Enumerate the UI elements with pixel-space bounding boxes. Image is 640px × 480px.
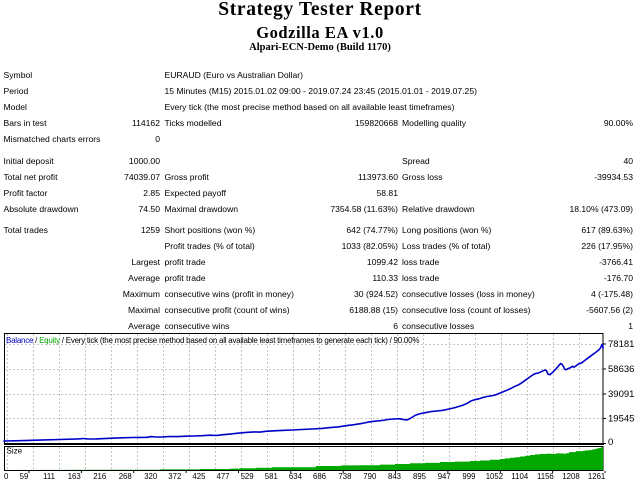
svg-text:372: 372 — [168, 472, 181, 480]
svg-text:686: 686 — [313, 472, 326, 480]
svg-text:58636: 58636 — [608, 364, 634, 375]
svg-text:Balance / Equity / Every tick: Balance / Equity / Every tick (the most … — [6, 336, 419, 345]
svg-text:529: 529 — [241, 472, 254, 480]
svg-text:581: 581 — [265, 472, 278, 480]
svg-text:59: 59 — [20, 472, 29, 480]
svg-text:1052: 1052 — [486, 472, 503, 480]
svg-text:425: 425 — [192, 472, 206, 480]
svg-text:Size: Size — [7, 447, 23, 456]
svg-text:111: 111 — [43, 472, 55, 480]
svg-text:1261: 1261 — [588, 472, 605, 480]
svg-text:39091: 39091 — [608, 389, 634, 400]
svg-text:268: 268 — [119, 472, 132, 480]
svg-text:0: 0 — [608, 437, 613, 448]
svg-text:320: 320 — [144, 472, 158, 480]
svg-text:1156: 1156 — [537, 472, 554, 480]
svg-text:790: 790 — [363, 472, 377, 480]
svg-text:634: 634 — [289, 472, 303, 480]
svg-text:78181: 78181 — [608, 339, 634, 350]
svg-text:163: 163 — [68, 472, 81, 480]
svg-text:216: 216 — [93, 472, 106, 480]
svg-text:947: 947 — [438, 472, 451, 480]
svg-text:19545: 19545 — [608, 414, 634, 425]
svg-text:1208: 1208 — [562, 472, 579, 480]
svg-text:738: 738 — [338, 472, 351, 480]
svg-text:999: 999 — [462, 472, 475, 480]
svg-text:0: 0 — [4, 472, 9, 480]
svg-text:895: 895 — [413, 472, 427, 480]
svg-text:477: 477 — [216, 472, 229, 480]
svg-text:1104: 1104 — [511, 472, 528, 480]
svg-text:843: 843 — [388, 472, 401, 480]
